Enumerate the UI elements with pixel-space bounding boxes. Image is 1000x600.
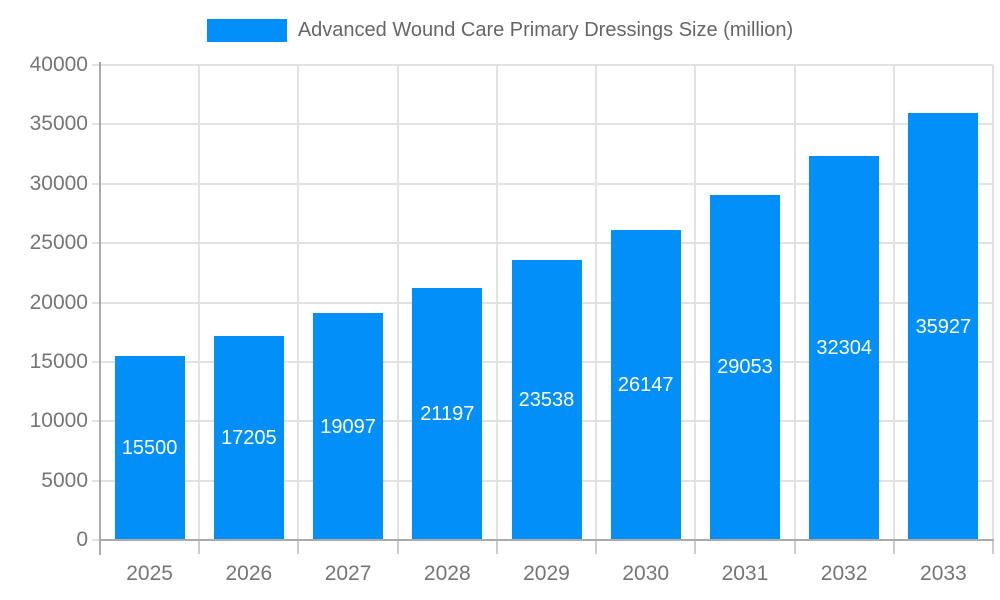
legend-swatch-icon bbox=[206, 19, 287, 42]
y-tick-label: 20000 bbox=[29, 290, 88, 314]
x-axis-tick bbox=[694, 540, 697, 554]
x-axis-tick bbox=[396, 540, 399, 554]
bar-2032[interactable] bbox=[809, 156, 880, 540]
bar-value-label: 29053 bbox=[717, 356, 773, 379]
bar-2030[interactable] bbox=[610, 229, 681, 540]
bar-2031[interactable] bbox=[709, 194, 780, 540]
x-tick-label: 2032 bbox=[820, 562, 868, 585]
y-axis-line bbox=[99, 62, 101, 555]
h-gridline bbox=[92, 123, 993, 126]
bar-value-label: 21197 bbox=[420, 403, 475, 426]
v-gridline bbox=[396, 65, 399, 540]
v-gridline bbox=[694, 65, 697, 540]
h-gridline bbox=[92, 64, 993, 66]
y-tick-label: 25000 bbox=[29, 231, 88, 255]
v-gridline bbox=[297, 65, 300, 540]
y-tick-label: 30000 bbox=[29, 171, 88, 195]
x-axis-tick bbox=[892, 540, 895, 554]
x-tick-label: 2031 bbox=[721, 562, 769, 585]
y-tick-label: 15000 bbox=[29, 349, 88, 373]
x-axis-tick bbox=[198, 540, 201, 554]
y-tick-label: 40000 bbox=[29, 53, 88, 76]
x-axis-tick bbox=[297, 540, 300, 554]
legend-item[interactable]: Advanced Wound Care Primary Dressings Si… bbox=[0, 19, 1000, 42]
v-gridline bbox=[793, 65, 796, 540]
bar-2029[interactable] bbox=[511, 260, 582, 540]
x-axis-tick bbox=[992, 540, 994, 554]
x-tick-label: 2029 bbox=[523, 562, 570, 585]
bar-value-label: 17205 bbox=[221, 426, 277, 449]
x-tick-label: 2028 bbox=[423, 562, 471, 585]
x-axis-tick bbox=[595, 540, 598, 554]
y-tick-label: 35000 bbox=[29, 112, 88, 136]
bar-value-label: 15500 bbox=[121, 436, 178, 459]
y-tick-label: 10000 bbox=[29, 409, 88, 433]
x-axis-tick bbox=[495, 540, 498, 554]
bar-value-label: 23538 bbox=[518, 389, 575, 412]
h-gridline bbox=[92, 182, 993, 185]
legend-label: Advanced Wound Care Primary Dressings Si… bbox=[297, 19, 794, 41]
bar-2033[interactable] bbox=[908, 113, 979, 540]
bar-2027[interactable] bbox=[313, 313, 384, 540]
v-gridline bbox=[992, 65, 994, 540]
bar-value-label: 26147 bbox=[617, 373, 674, 396]
h-gridline bbox=[92, 242, 993, 245]
bar-value-label: 19097 bbox=[320, 415, 376, 438]
bar-value-label: 32304 bbox=[816, 337, 872, 360]
x-tick-label: 2030 bbox=[622, 562, 670, 585]
y-tick-label: 5000 bbox=[41, 468, 88, 492]
v-gridline bbox=[495, 65, 498, 540]
bar-2026[interactable] bbox=[213, 335, 284, 540]
v-gridline bbox=[595, 65, 598, 540]
x-tick-label: 2025 bbox=[126, 562, 173, 585]
y-tick-label: 0 bbox=[76, 528, 88, 551]
x-tick-label: 2026 bbox=[225, 562, 273, 585]
x-tick-label: 2027 bbox=[324, 562, 372, 585]
bar-value-label: 35927 bbox=[915, 315, 972, 338]
v-gridline bbox=[892, 65, 895, 540]
x-axis-tick bbox=[793, 540, 796, 554]
bar-2028[interactable] bbox=[412, 288, 483, 540]
x-tick-label: 2033 bbox=[920, 562, 967, 585]
x-axis-line bbox=[99, 539, 994, 541]
v-gridline bbox=[198, 65, 201, 540]
bar-2025[interactable] bbox=[114, 355, 185, 540]
